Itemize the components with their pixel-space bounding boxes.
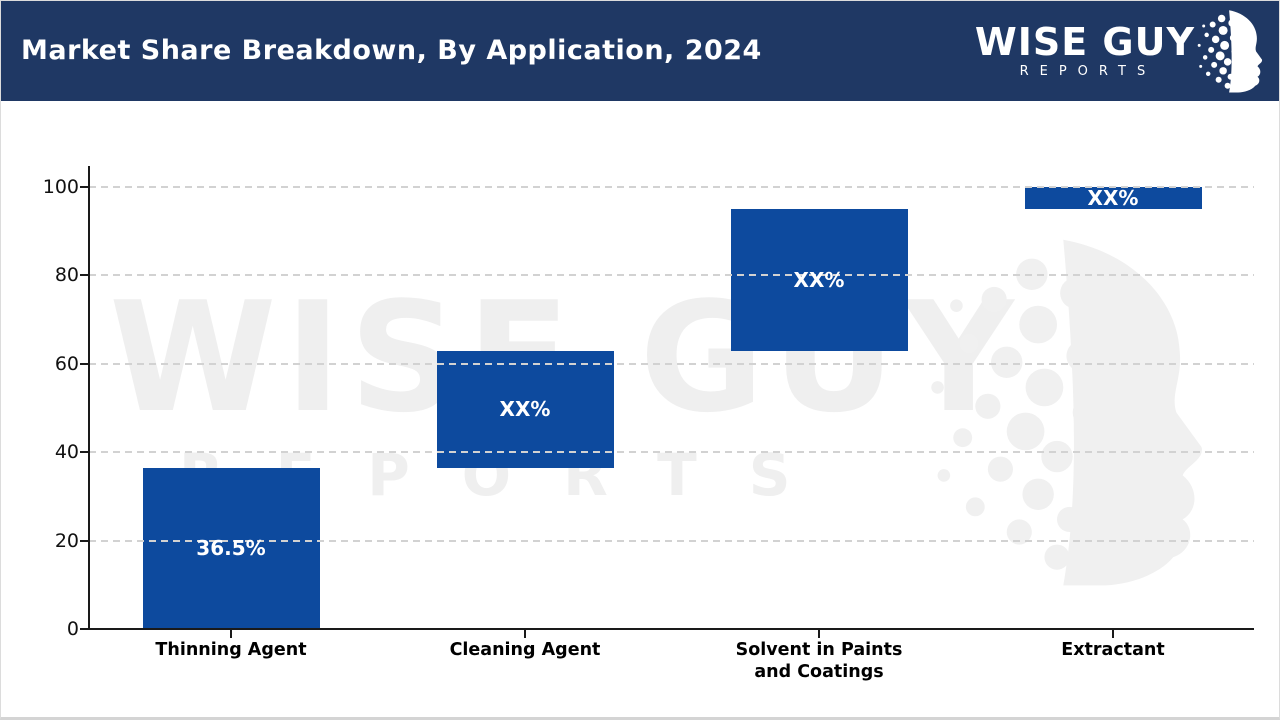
x-axis-tick-mark bbox=[818, 630, 820, 638]
gridline-60 bbox=[89, 362, 1254, 365]
y-axis-tick-label: 0 bbox=[66, 618, 79, 640]
chart-title: Market Share Breakdown, By Application, … bbox=[21, 35, 762, 66]
y-axis-tick-label: 100 bbox=[42, 176, 79, 198]
gridline-20 bbox=[89, 539, 1254, 542]
bar-segment-3 bbox=[730, 209, 908, 351]
y-axis-tick-mark bbox=[80, 362, 88, 365]
category-label: Cleaning Agent bbox=[449, 640, 601, 660]
y-axis-tick-label: 60 bbox=[54, 352, 79, 375]
y-axis-tick-mark bbox=[80, 274, 88, 277]
bar-segment-4 bbox=[1024, 187, 1202, 210]
gridline-100 bbox=[89, 186, 1254, 188]
bar-value-label: 36.5% bbox=[196, 536, 266, 561]
logo-dotted-head-icon bbox=[1197, 10, 1263, 93]
x-axis-line bbox=[88, 628, 1254, 630]
y-axis-tick-label: 80 bbox=[54, 264, 79, 287]
y-axis-tick-label: 20 bbox=[54, 529, 79, 552]
logo-subtitle: REPORTS bbox=[1019, 64, 1157, 79]
category-label: Extractant bbox=[1061, 640, 1165, 660]
x-axis-tick-mark bbox=[524, 630, 526, 638]
y-axis-tick-label: 40 bbox=[54, 441, 79, 464]
logo-text: WISE GUY REPORTS bbox=[975, 23, 1195, 79]
category-label: Thinning Agent bbox=[155, 640, 307, 660]
bar-value-label: XX% bbox=[793, 267, 845, 292]
gridline-40 bbox=[89, 451, 1254, 454]
y-axis-tick-mark bbox=[80, 186, 88, 188]
y-axis-tick-mark bbox=[80, 628, 88, 630]
y-axis-line bbox=[88, 166, 90, 630]
logo-wordmark: WISE GUY bbox=[974, 20, 1195, 64]
bar-segment-1 bbox=[142, 467, 320, 629]
wise-guy-reports-logo: WISE GUY REPORTS bbox=[975, 7, 1271, 95]
bar-value-label: XX% bbox=[1087, 186, 1139, 211]
gridline-80 bbox=[89, 274, 1254, 277]
watermark-dotted-head-graphic bbox=[931, 239, 1202, 586]
header-band: Market Share Breakdown, By Application, … bbox=[1, 1, 1279, 101]
category-label: Solvent in Paints and Coatings bbox=[735, 640, 903, 682]
bar-segment-2 bbox=[436, 350, 614, 468]
bar-value-label: XX% bbox=[499, 397, 551, 422]
x-axis-tick-mark bbox=[230, 630, 232, 638]
x-axis-tick-mark bbox=[1112, 630, 1114, 638]
y-axis-tick-mark bbox=[80, 539, 88, 542]
y-axis-tick-mark bbox=[80, 451, 88, 454]
